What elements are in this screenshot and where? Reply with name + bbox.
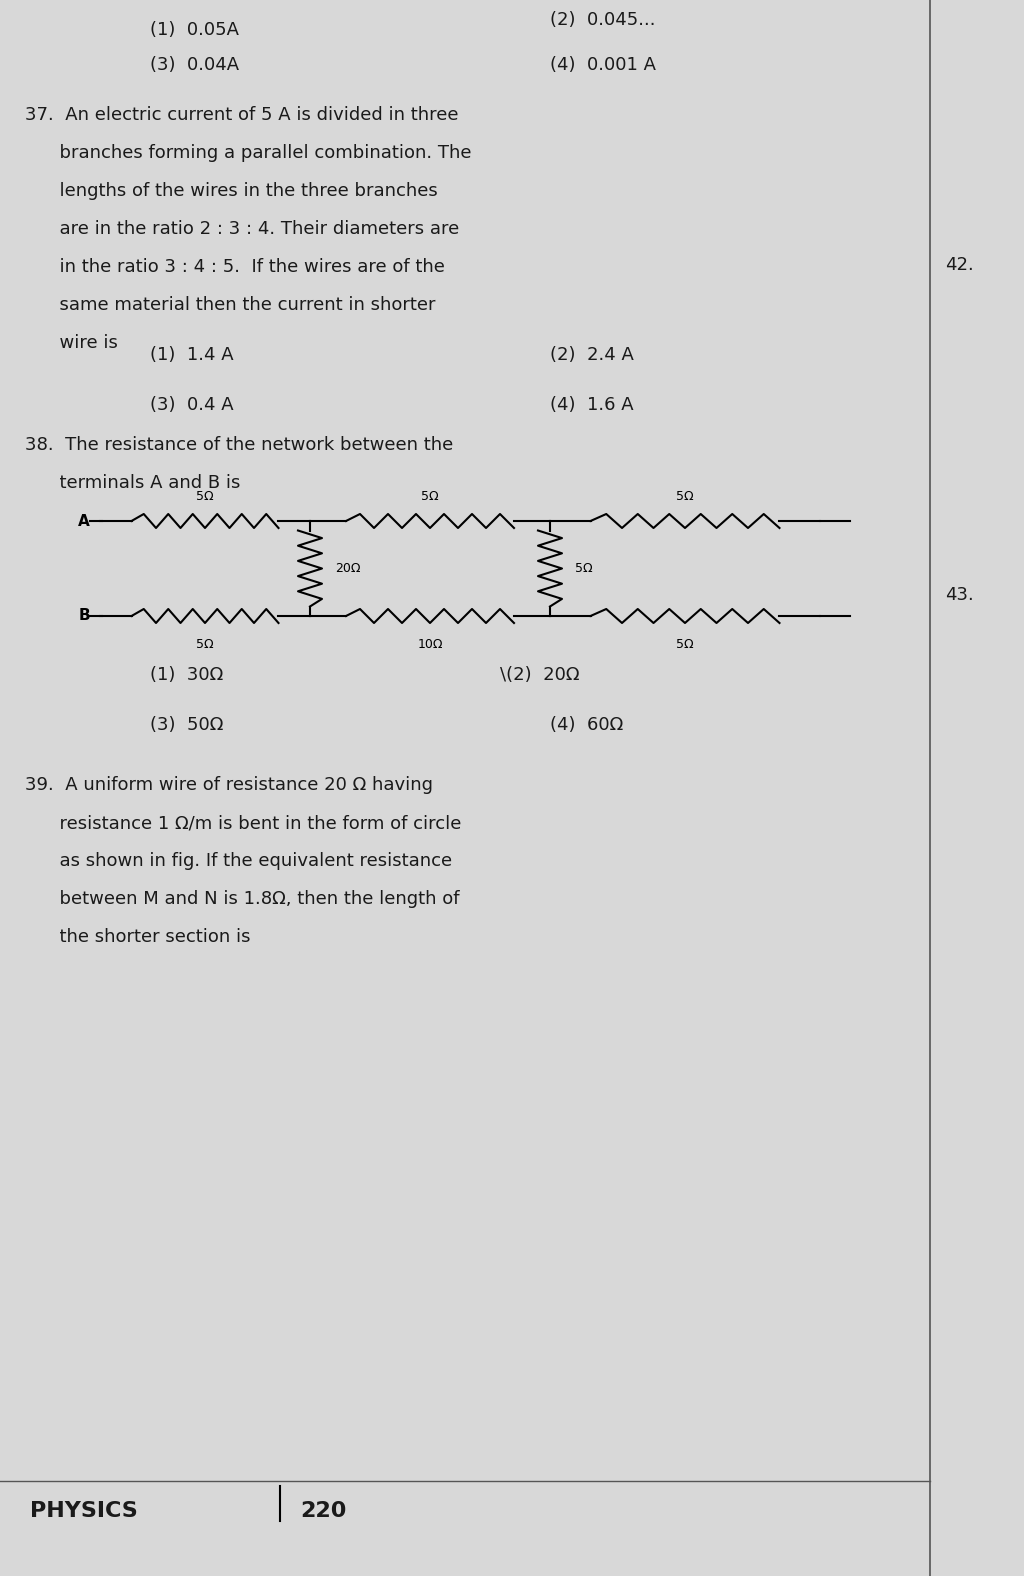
Text: (1)  0.05A: (1) 0.05A bbox=[150, 20, 239, 39]
Text: (3)  0.04A: (3) 0.04A bbox=[150, 57, 240, 74]
Text: A: A bbox=[78, 514, 90, 528]
Text: lengths of the wires in the three branches: lengths of the wires in the three branch… bbox=[25, 181, 437, 200]
Text: the shorter section is: the shorter section is bbox=[25, 928, 251, 946]
Text: (2)  0.045...: (2) 0.045... bbox=[550, 11, 655, 28]
Text: 5Ω: 5Ω bbox=[575, 563, 593, 575]
Text: wire is: wire is bbox=[25, 334, 118, 351]
Text: (3)  50Ω: (3) 50Ω bbox=[150, 716, 223, 734]
Text: (1)  1.4 A: (1) 1.4 A bbox=[150, 347, 233, 364]
Text: 42.: 42. bbox=[945, 255, 974, 274]
Text: (4)  1.6 A: (4) 1.6 A bbox=[550, 396, 634, 414]
Text: in the ratio 3 : 4 : 5.  If the wires are of the: in the ratio 3 : 4 : 5. If the wires are… bbox=[25, 258, 444, 276]
Text: (2)  2.4 A: (2) 2.4 A bbox=[550, 347, 634, 364]
Text: PHYSICS: PHYSICS bbox=[30, 1500, 138, 1521]
Text: branches forming a parallel combination. The: branches forming a parallel combination.… bbox=[25, 143, 471, 162]
Text: as shown in fig. If the equivalent resistance: as shown in fig. If the equivalent resis… bbox=[25, 853, 453, 870]
Text: (4)  60Ω: (4) 60Ω bbox=[550, 716, 624, 734]
Text: 5Ω: 5Ω bbox=[421, 490, 439, 503]
Text: terminals A and B is: terminals A and B is bbox=[25, 474, 241, 492]
Text: 220: 220 bbox=[300, 1500, 346, 1521]
Text: between M and N is 1.8Ω, then the length of: between M and N is 1.8Ω, then the length… bbox=[25, 890, 460, 908]
Text: (1)  30Ω: (1) 30Ω bbox=[150, 667, 223, 684]
Text: 10Ω: 10Ω bbox=[417, 638, 442, 651]
Text: same material then the current in shorter: same material then the current in shorte… bbox=[25, 296, 435, 314]
Text: 5Ω: 5Ω bbox=[676, 490, 694, 503]
Text: 5Ω: 5Ω bbox=[197, 490, 214, 503]
Text: \(2)  20Ω: \(2) 20Ω bbox=[500, 667, 580, 684]
Text: 5Ω: 5Ω bbox=[676, 638, 694, 651]
Text: 39.  A uniform wire of resistance 20 Ω having: 39. A uniform wire of resistance 20 Ω ha… bbox=[25, 775, 433, 794]
Text: 43.: 43. bbox=[945, 586, 974, 604]
Text: B: B bbox=[79, 608, 90, 624]
Text: 38.  The resistance of the network between the: 38. The resistance of the network betwee… bbox=[25, 437, 454, 454]
Text: resistance 1 Ω/m is bent in the form of circle: resistance 1 Ω/m is bent in the form of … bbox=[25, 813, 462, 832]
Text: 37.  An electric current of 5 A is divided in three: 37. An electric current of 5 A is divide… bbox=[25, 106, 459, 125]
Text: (3)  0.4 A: (3) 0.4 A bbox=[150, 396, 233, 414]
Text: are in the ratio 2 : 3 : 4. Their diameters are: are in the ratio 2 : 3 : 4. Their diamet… bbox=[25, 221, 459, 238]
Text: (4)  0.001 A: (4) 0.001 A bbox=[550, 57, 656, 74]
Text: 5Ω: 5Ω bbox=[197, 638, 214, 651]
Text: 20Ω: 20Ω bbox=[335, 563, 360, 575]
